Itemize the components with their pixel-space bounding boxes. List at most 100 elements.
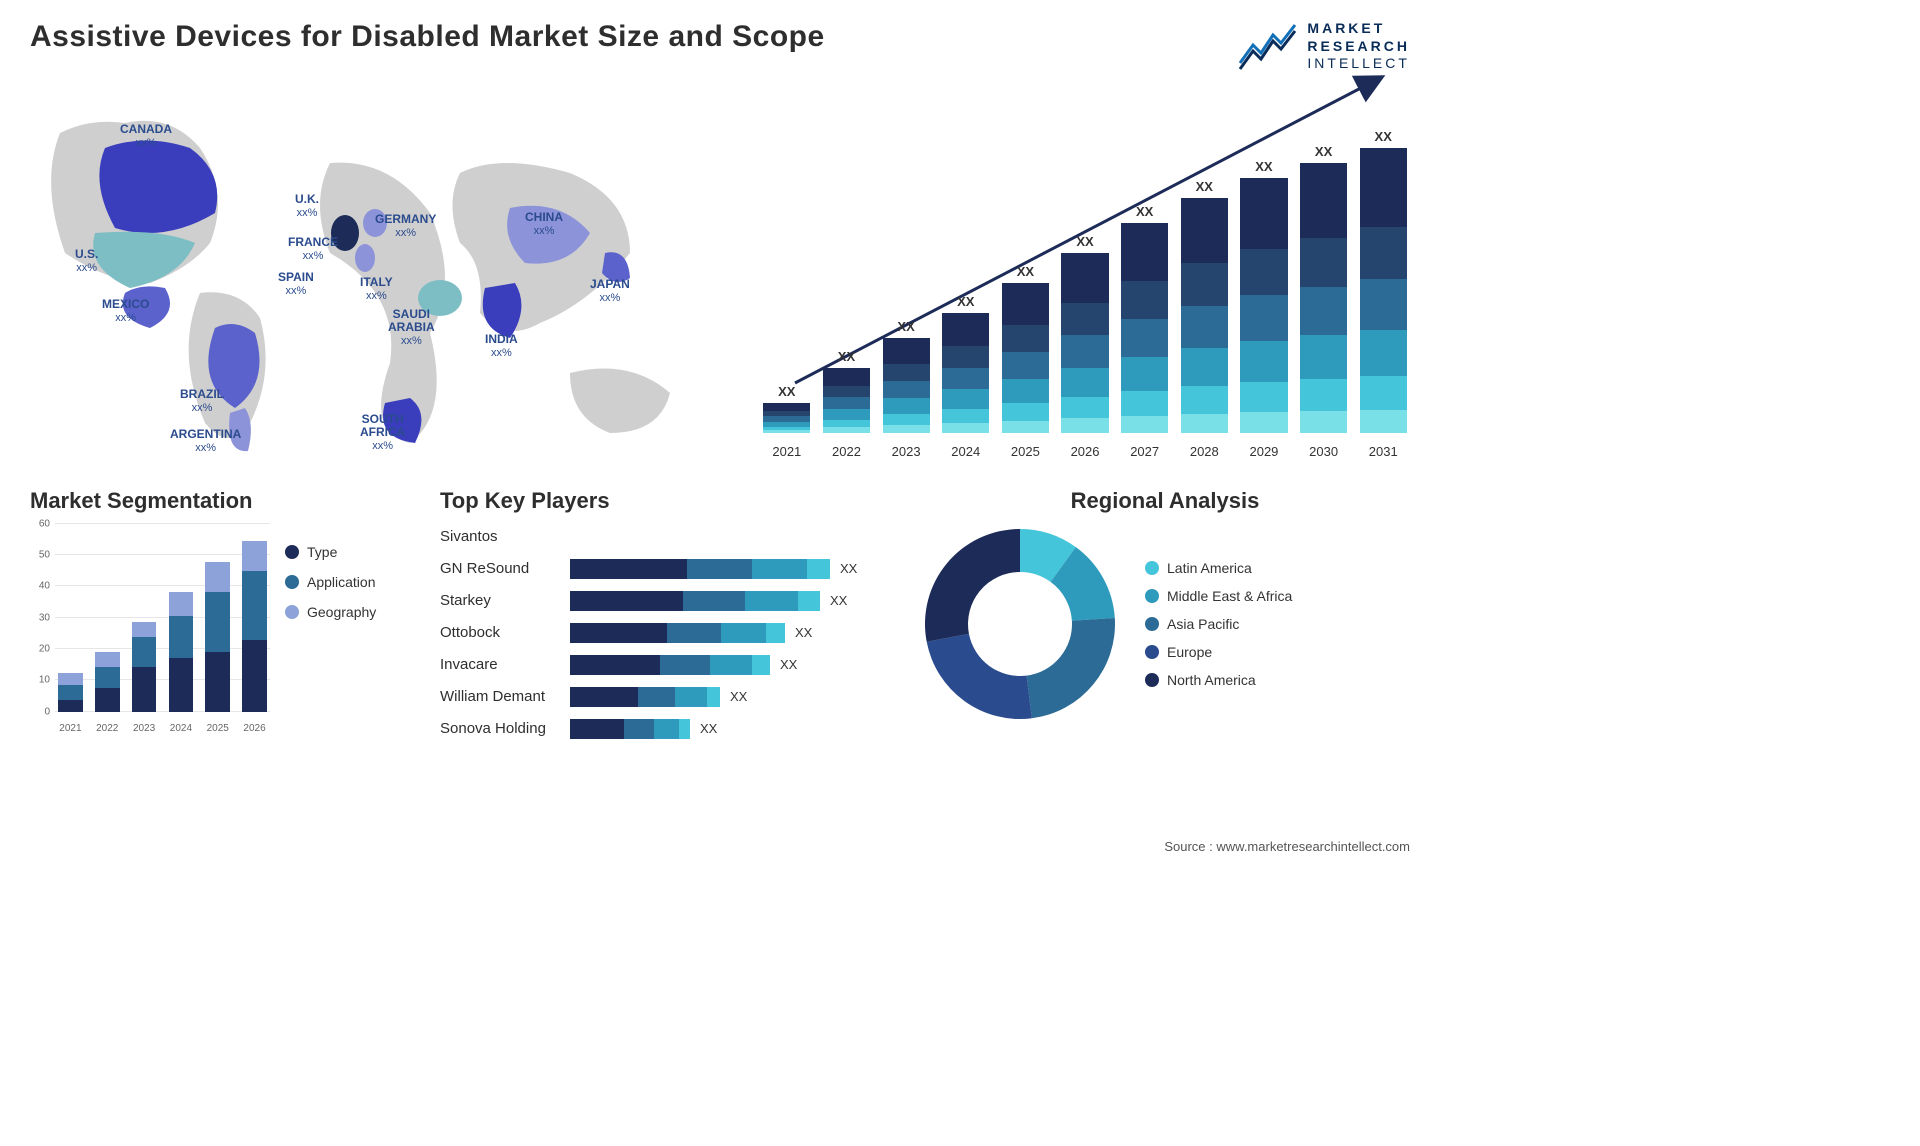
country-label: ARGENTINAxx% xyxy=(170,428,241,454)
legend-item: Geography xyxy=(285,604,376,620)
bar-value-label: XX xyxy=(1136,204,1153,219)
bar-value-label: XX xyxy=(838,349,855,364)
growth-bar: XX xyxy=(1237,159,1291,433)
logo-text-3: INTELLECT xyxy=(1307,55,1410,73)
player-row: William Demant XX xyxy=(440,684,900,710)
x-axis-label: 2022 xyxy=(92,723,123,734)
player-bar xyxy=(570,719,690,739)
player-value: XX xyxy=(780,657,797,672)
legend-item: Middle East & Africa xyxy=(1145,588,1292,604)
y-tick: 20 xyxy=(39,643,50,654)
bar-value-label: XX xyxy=(1196,179,1213,194)
segmentation-title: Market Segmentation xyxy=(30,488,420,514)
growth-bar: XX xyxy=(879,319,933,433)
player-row: OttobockXX xyxy=(440,620,900,646)
country-label: U.S.xx% xyxy=(75,248,98,274)
seg-bar xyxy=(55,673,86,712)
bar-value-label: XX xyxy=(957,294,974,309)
page-title: Assistive Devices for Disabled Market Si… xyxy=(30,20,825,54)
country-label: CANADAxx% xyxy=(120,123,172,149)
country-label: U.K.xx% xyxy=(295,193,319,219)
country-label: BRAZILxx% xyxy=(180,388,224,414)
country-label: GERMANYxx% xyxy=(375,213,436,239)
logo-text-2: RESEARCH xyxy=(1307,38,1410,56)
player-value: XX xyxy=(840,561,857,576)
donut-segment xyxy=(927,633,1032,718)
player-value: XX xyxy=(700,721,717,736)
player-bar xyxy=(570,591,820,611)
bar-value-label: XX xyxy=(1017,264,1034,279)
seg-bar xyxy=(92,652,123,712)
player-value: XX xyxy=(830,593,847,608)
donut-segment xyxy=(1027,618,1115,718)
x-axis-label: 2021 xyxy=(55,723,86,734)
x-axis-label: 2027 xyxy=(1118,444,1172,459)
logo-text-1: MARKET xyxy=(1307,20,1410,38)
player-name: Invacare xyxy=(440,656,570,673)
x-axis-label: 2031 xyxy=(1356,444,1410,459)
player-bar xyxy=(570,559,830,579)
x-axis-label: 2024 xyxy=(165,723,196,734)
x-axis-label: 2021 xyxy=(760,444,814,459)
player-row: Invacare XX xyxy=(440,652,900,678)
legend-item: North America xyxy=(1145,672,1292,688)
growth-chart-panel: XXXXXXXXXXXXXXXXXXXXXX 20212022202320242… xyxy=(760,93,1410,463)
bar-value-label: XX xyxy=(778,384,795,399)
growth-bar: XX xyxy=(999,264,1053,433)
x-axis-label: 2026 xyxy=(239,723,270,734)
seg-bar xyxy=(165,592,196,712)
seg-bar xyxy=(129,622,160,712)
y-tick: 30 xyxy=(39,612,50,623)
country-label: SAUDIARABIAxx% xyxy=(388,308,435,348)
player-name: Starkey xyxy=(440,592,570,609)
y-tick: 50 xyxy=(39,549,50,560)
x-axis-label: 2026 xyxy=(1058,444,1112,459)
bar-value-label: XX xyxy=(1255,159,1272,174)
growth-bar: XX xyxy=(1118,204,1172,433)
player-name: GN ReSound xyxy=(440,560,570,577)
growth-bar: XX xyxy=(1297,144,1351,433)
x-axis-label: 2025 xyxy=(999,444,1053,459)
source-label: Source : www.marketresearchintellect.com xyxy=(1164,839,1410,854)
player-row: Starkey XX xyxy=(440,588,900,614)
segmentation-legend: TypeApplicationGeography xyxy=(285,544,376,734)
legend-item: Application xyxy=(285,574,376,590)
player-name: William Demant xyxy=(440,688,570,705)
bar-value-label: XX xyxy=(1375,129,1392,144)
legend-item: Asia Pacific xyxy=(1145,616,1292,632)
country-label: ITALYxx% xyxy=(360,276,393,302)
x-axis-label: 2030 xyxy=(1297,444,1351,459)
country-label: JAPANxx% xyxy=(590,278,630,304)
country-label: SOUTHAFRICAxx% xyxy=(360,413,405,453)
country-label: SPAINxx% xyxy=(278,271,314,297)
x-axis-label: 2029 xyxy=(1237,444,1291,459)
legend-item: Latin America xyxy=(1145,560,1292,576)
donut-segment xyxy=(925,529,1020,642)
x-axis-label: 2022 xyxy=(820,444,874,459)
players-panel: Top Key Players SivantosGN ReSoundXXStar… xyxy=(440,488,900,758)
x-axis-label: 2028 xyxy=(1177,444,1231,459)
x-axis-label: 2025 xyxy=(202,723,233,734)
growth-bar: XX xyxy=(760,384,814,433)
country-label: CHINAxx% xyxy=(525,211,563,237)
y-tick: 40 xyxy=(39,581,50,592)
legend-item: Europe xyxy=(1145,644,1292,660)
logo: MARKET RESEARCH INTELLECT xyxy=(1237,20,1410,73)
growth-bar: XX xyxy=(939,294,993,433)
country-label: INDIAxx% xyxy=(485,333,518,359)
segmentation-chart: 0102030405060 202120222023202420252026 xyxy=(30,524,270,734)
seg-bar xyxy=(202,562,233,712)
country-label: FRANCExx% xyxy=(288,236,338,262)
y-tick: 10 xyxy=(39,675,50,686)
player-value: XX xyxy=(730,689,747,704)
player-name: Ottobock xyxy=(440,624,570,641)
logo-icon xyxy=(1237,21,1297,71)
player-row: GN ReSound XX xyxy=(440,556,900,582)
country-label: MEXICOxx% xyxy=(102,298,149,324)
player-bar xyxy=(570,655,770,675)
bar-value-label: XX xyxy=(897,319,914,334)
player-row: Sivantos xyxy=(440,524,900,550)
x-axis-label: 2023 xyxy=(879,444,933,459)
player-bar xyxy=(570,623,785,643)
player-name: Sivantos xyxy=(440,528,570,545)
